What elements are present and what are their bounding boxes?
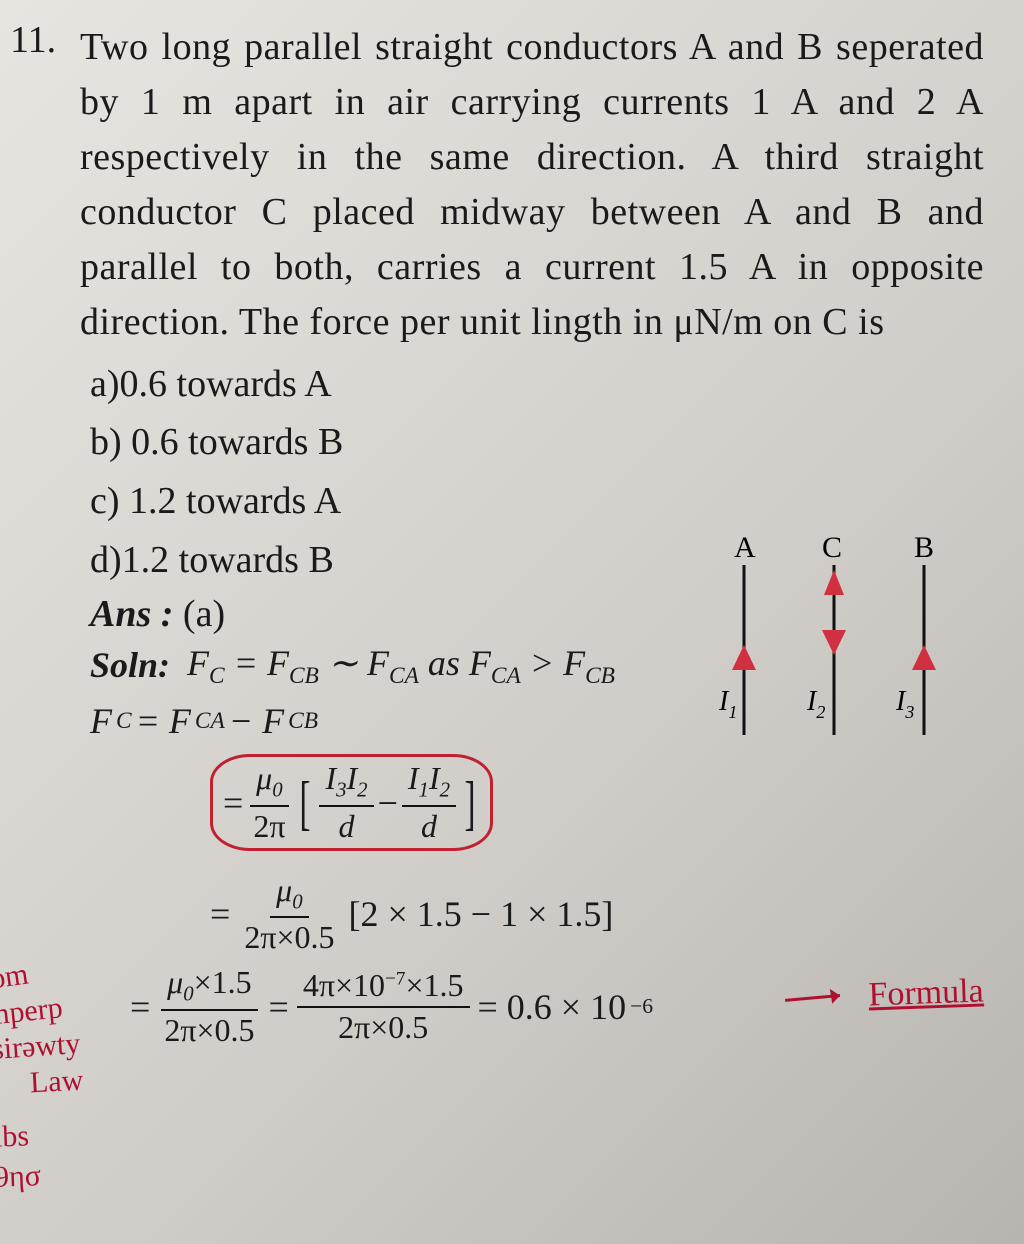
arrow-B <box>912 645 936 670</box>
margin-law: Law <box>29 1064 84 1101</box>
soln-label: Soln: <box>90 638 170 692</box>
label-B: B <box>914 535 934 564</box>
arrow-A <box>732 645 756 670</box>
margin-om: om <box>0 957 31 996</box>
formula-text: Formula <box>868 972 984 1013</box>
soln-formula-boxed: = μ0 2π [ I3I2 d − I1I2 d ] <box>210 754 994 850</box>
margin-imp: mperp <box>0 991 64 1033</box>
option-b: b) 0.6 towards B <box>90 413 994 472</box>
conductor-diagram: A C B I1 I2 I3 <box>704 535 964 745</box>
frac-step2: μ0 2π×0.5 <box>238 873 340 955</box>
formula-annotation: Formula <box>780 972 985 1017</box>
frac-step3b: 4π×10−7×1.5 2π×0.5 <box>297 968 470 1044</box>
frac-I3I2-d: I3I2 d <box>319 761 373 843</box>
option-a: a)0.6 towards A <box>90 355 994 414</box>
I3-label: I3 <box>895 686 914 722</box>
frac-I1I2-d: I1I2 d <box>402 761 456 843</box>
frac-mu0-2pi: μ0 2π <box>247 761 291 843</box>
question-text: Two long parallel straight conductors A … <box>80 20 984 351</box>
option-a-text: 0.6 towards A <box>120 363 332 405</box>
ans-value: (a) <box>183 593 225 635</box>
label-A: A <box>734 535 756 564</box>
option-c: c) 1.2 towards A <box>90 472 994 531</box>
label-C: C <box>822 535 842 564</box>
frac-step3a: μ0×1.5 2π×0.5 <box>158 965 260 1047</box>
arrow-C-top <box>824 570 844 595</box>
option-d-text: 1.2 towards B <box>122 539 334 581</box>
option-b-text: 0.6 towards B <box>131 421 343 463</box>
margin-gno: 9ησ <box>0 1159 41 1195</box>
formula-box: = μ0 2π [ I3I2 d − I1I2 d ] <box>210 754 493 850</box>
arrow-C-down <box>822 630 846 655</box>
ans-label: Ans : <box>90 593 173 635</box>
margin-lbs: lbs <box>0 1119 30 1154</box>
arrow-icon <box>780 983 861 1016</box>
I2-label: I2 <box>806 686 825 722</box>
soln-step2: = μ0 2π×0.5 [2 × 1.5 − 1 × 1.5] <box>210 873 994 955</box>
margin-sir: sirəwty <box>0 1027 81 1067</box>
question-number: 11. <box>10 18 56 62</box>
option-c-text: 1.2 towards A <box>129 480 341 522</box>
I1-label: I1 <box>718 686 737 722</box>
